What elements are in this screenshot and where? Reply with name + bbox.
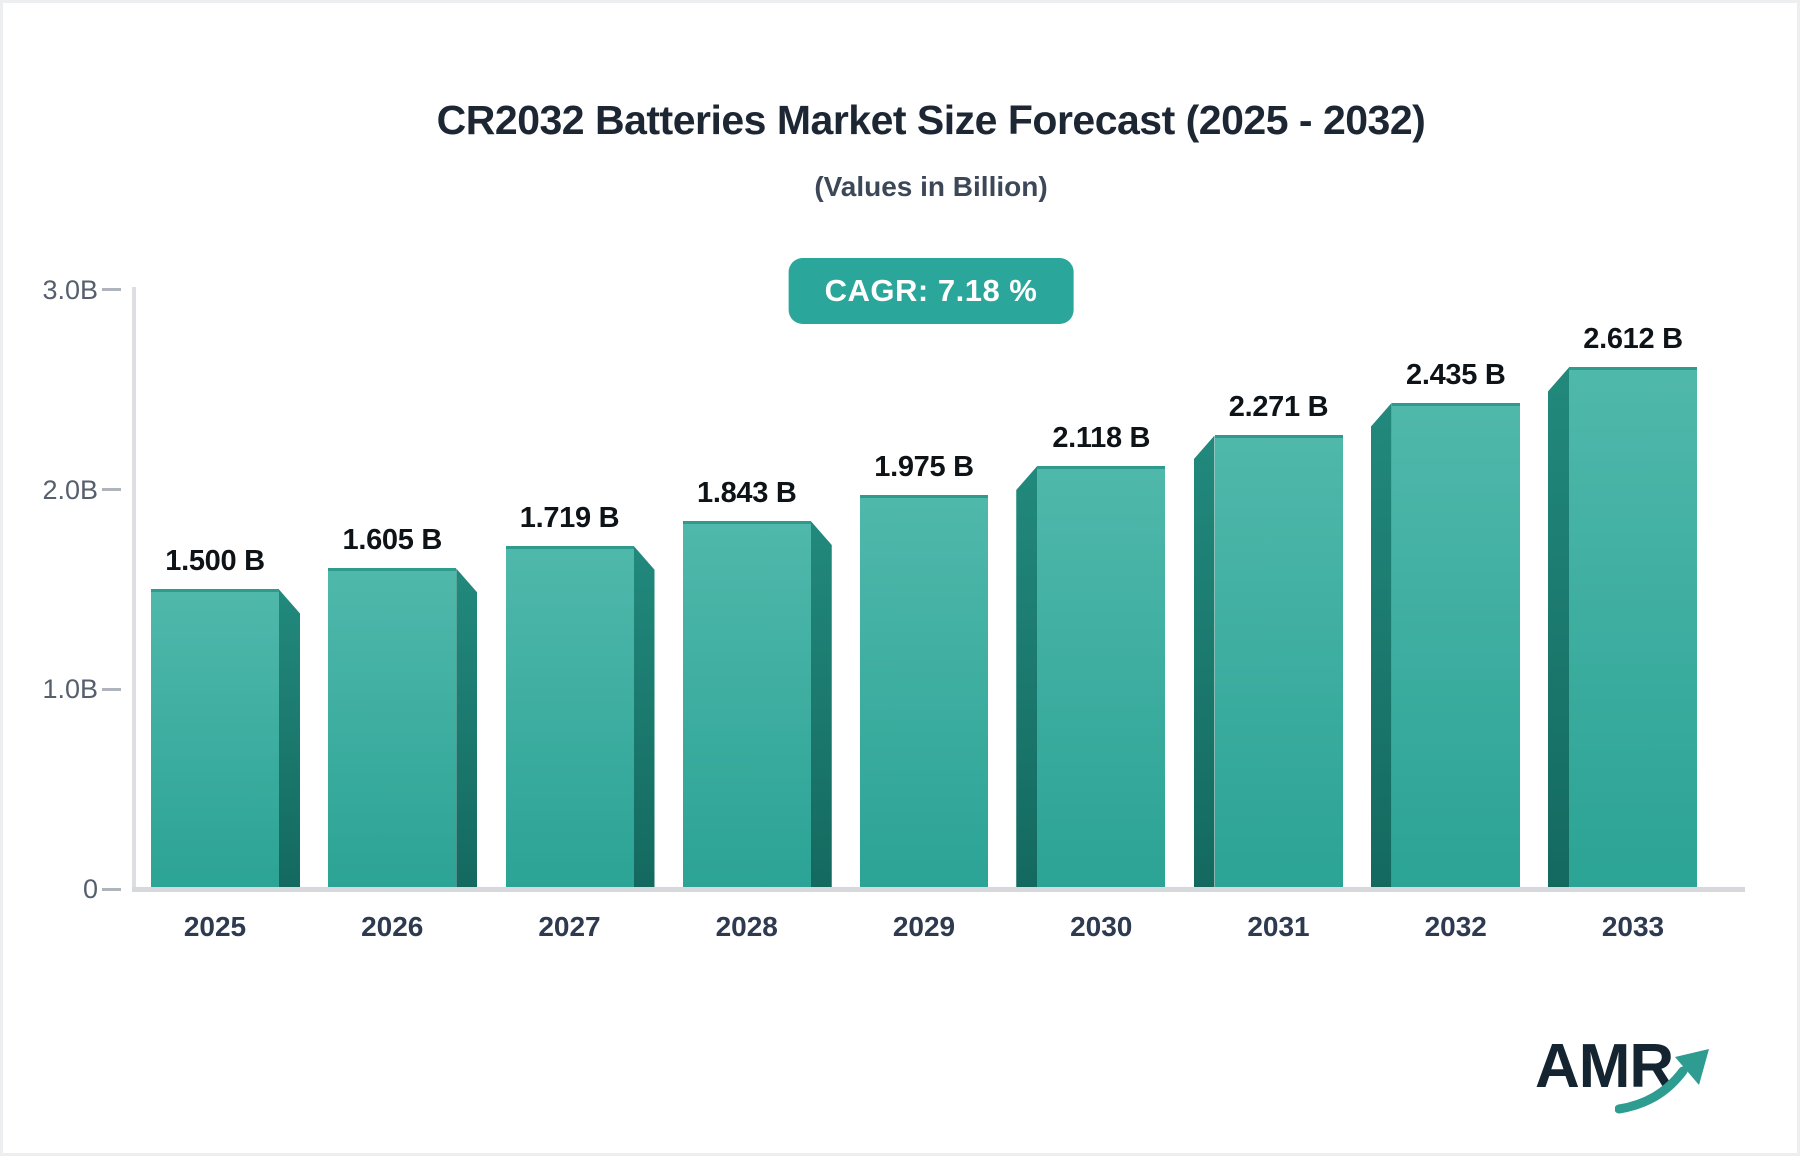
- x-tick-label: 2030: [1070, 911, 1133, 942]
- cagr-badge-label: CAGR: 7.18 %: [824, 273, 1038, 308]
- chart-title: CR2032 Batteries Market Size Forecast (2…: [436, 97, 1426, 143]
- bar-value-label: 2.271 B: [1228, 391, 1329, 424]
- y-tick-label: 0: [82, 874, 98, 904]
- y-tick-dash: [102, 687, 121, 691]
- bar-2027: [505, 545, 634, 889]
- bar-2032: [1391, 402, 1520, 889]
- amr-logo-text: AMR: [1535, 1032, 1674, 1101]
- bar-side-face: [1370, 402, 1392, 889]
- bar-value-label: 1.843 B: [697, 476, 797, 509]
- amr-logo: AMR: [1535, 1031, 1775, 1131]
- bar-value-label: 2.612 B: [1583, 323, 1683, 356]
- growth-arrow-icon: [1615, 1049, 1709, 1114]
- bar-value-label: 2.118 B: [1052, 422, 1151, 455]
- bar-2025: [151, 589, 279, 889]
- x-tick-label: 2027: [538, 911, 601, 942]
- y-tick-dash: [102, 887, 121, 891]
- y-tick-label: 3.0B: [42, 274, 98, 305]
- bar-side-face: [1016, 466, 1038, 889]
- x-tick-label: 2033: [1601, 911, 1665, 942]
- bar-side-face: [633, 545, 655, 889]
- bar-2030: [1037, 466, 1166, 889]
- bar-2031: [1214, 435, 1343, 889]
- x-tick-label: 2026: [361, 911, 424, 942]
- x-tick-label: 2029: [892, 911, 956, 942]
- bar-2033: [1569, 367, 1697, 889]
- bar-2026: [328, 568, 457, 889]
- chart-subtitle: (Values in Billion): [814, 171, 1048, 202]
- x-tick-label: 2028: [715, 911, 778, 942]
- bar-side-face: [456, 568, 478, 889]
- x-axis-line: [132, 887, 1745, 892]
- y-tick-label: 2.0B: [42, 474, 98, 505]
- cagr-badge: CAGR: 7.18 %: [788, 258, 1074, 324]
- y-tick-dash: [102, 288, 121, 292]
- bar-value-label: 1.719 B: [519, 501, 620, 534]
- x-tick-label: 2031: [1247, 911, 1310, 942]
- bar-side-face: [1548, 367, 1569, 889]
- bar-value-label: 2.435 B: [1406, 358, 1506, 391]
- bar-side-face: [810, 520, 832, 889]
- bar-value-label: 1.500 B: [165, 545, 265, 578]
- bar-value-label: 1.975 B: [874, 450, 974, 483]
- bar-chart: 0 1.0B 2.0B 3.0B 1.500 B 2025 1.605 B 2026 1.719…: [3, 3, 1797, 1153]
- x-tick-label: 2025: [183, 911, 247, 942]
- x-tick-label: 2032: [1424, 911, 1487, 942]
- bar-side-face: [1193, 435, 1215, 889]
- bar-2029: [860, 494, 988, 889]
- bar-2028: [682, 520, 811, 889]
- y-axis-line: [132, 287, 136, 892]
- bar-value-label: 1.605 B: [342, 524, 443, 557]
- y-tick-label: 1.0B: [42, 674, 98, 705]
- y-tick-dash: [102, 488, 121, 492]
- bar-side-face: [279, 589, 300, 889]
